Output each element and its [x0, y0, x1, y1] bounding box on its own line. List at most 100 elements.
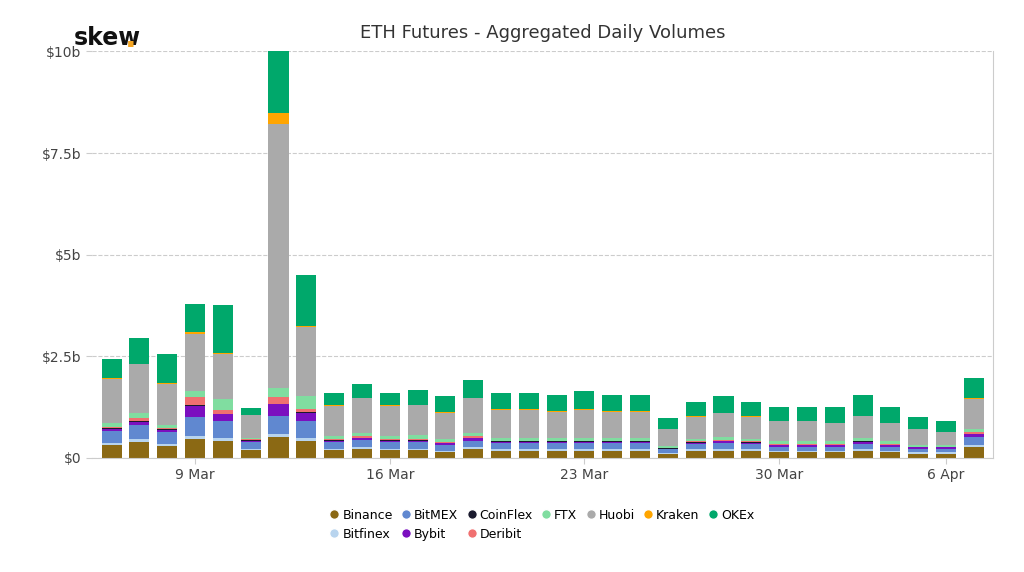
Bar — [797, 442, 817, 444]
Bar — [296, 327, 316, 396]
Bar — [101, 423, 122, 427]
Bar — [463, 447, 483, 448]
Bar — [908, 447, 928, 449]
Bar — [213, 399, 232, 410]
Bar — [101, 379, 122, 423]
Bar — [268, 434, 289, 437]
Bar — [241, 440, 261, 442]
Bar — [185, 332, 205, 334]
Bar — [547, 412, 566, 438]
Bar — [296, 438, 316, 440]
Bar — [101, 429, 122, 431]
Bar — [380, 440, 399, 442]
Bar — [741, 451, 761, 458]
Bar — [296, 412, 316, 413]
Bar — [241, 439, 261, 440]
Bar — [325, 442, 344, 448]
Bar — [129, 442, 150, 458]
Bar — [352, 448, 372, 458]
Bar — [630, 438, 650, 440]
Bar — [158, 383, 177, 384]
Bar — [714, 451, 733, 458]
Bar — [519, 451, 539, 458]
Bar — [741, 416, 761, 439]
Bar — [769, 407, 790, 421]
Bar — [769, 447, 790, 451]
Bar — [574, 438, 595, 440]
Bar — [268, 113, 289, 124]
Bar — [630, 395, 650, 411]
Bar — [964, 398, 984, 399]
Bar — [602, 412, 623, 438]
Bar — [101, 378, 122, 379]
Bar — [268, 416, 289, 434]
Bar — [185, 406, 205, 418]
Bar — [380, 448, 399, 450]
Bar — [797, 445, 817, 447]
Bar — [853, 449, 872, 451]
Bar — [686, 439, 706, 442]
Bar — [574, 440, 595, 442]
Bar — [213, 420, 232, 438]
Bar — [380, 450, 399, 458]
Bar — [325, 393, 344, 406]
Bar — [657, 448, 678, 450]
Bar — [158, 444, 177, 446]
Bar — [101, 359, 122, 378]
Bar — [129, 364, 150, 413]
Bar — [881, 407, 900, 423]
Bar — [352, 433, 372, 436]
Bar — [547, 395, 566, 411]
Bar — [686, 416, 706, 439]
Bar — [519, 438, 539, 440]
Bar — [824, 423, 845, 442]
Bar — [185, 391, 205, 398]
Bar — [853, 444, 872, 449]
Bar — [490, 440, 511, 442]
Bar — [352, 447, 372, 448]
Bar — [964, 434, 984, 435]
Bar — [881, 442, 900, 444]
Bar — [213, 440, 232, 458]
Bar — [158, 432, 177, 444]
Bar — [129, 413, 150, 418]
Bar — [408, 442, 428, 448]
Bar — [686, 444, 706, 449]
Bar — [686, 402, 706, 416]
Bar — [435, 445, 456, 451]
Bar — [881, 447, 900, 451]
Bar — [824, 447, 845, 451]
Bar — [574, 391, 595, 410]
Bar — [964, 399, 984, 429]
Bar — [268, 404, 289, 416]
Title: ETH Futures - Aggregated Daily Volumes: ETH Futures - Aggregated Daily Volumes — [360, 23, 725, 42]
Bar — [602, 451, 623, 458]
Bar — [769, 445, 790, 447]
Bar — [853, 440, 872, 442]
Bar — [129, 339, 150, 364]
Bar — [408, 450, 428, 458]
Bar — [547, 443, 566, 449]
Bar — [657, 429, 678, 446]
Bar — [296, 409, 316, 412]
Bar — [158, 446, 177, 458]
Bar — [881, 445, 900, 447]
Bar — [936, 420, 956, 431]
Bar — [964, 447, 984, 458]
Bar — [964, 445, 984, 447]
Bar — [325, 448, 344, 450]
Bar — [241, 450, 261, 458]
Bar — [185, 436, 205, 439]
Bar — [101, 446, 122, 458]
Bar — [908, 430, 928, 445]
Bar — [408, 440, 428, 442]
Bar — [463, 398, 483, 433]
Bar — [380, 436, 399, 439]
Bar — [936, 449, 956, 452]
Bar — [936, 447, 956, 449]
Bar — [241, 408, 261, 415]
Bar — [129, 418, 150, 421]
Bar — [797, 421, 817, 442]
Bar — [268, 124, 289, 388]
Bar — [519, 442, 539, 443]
